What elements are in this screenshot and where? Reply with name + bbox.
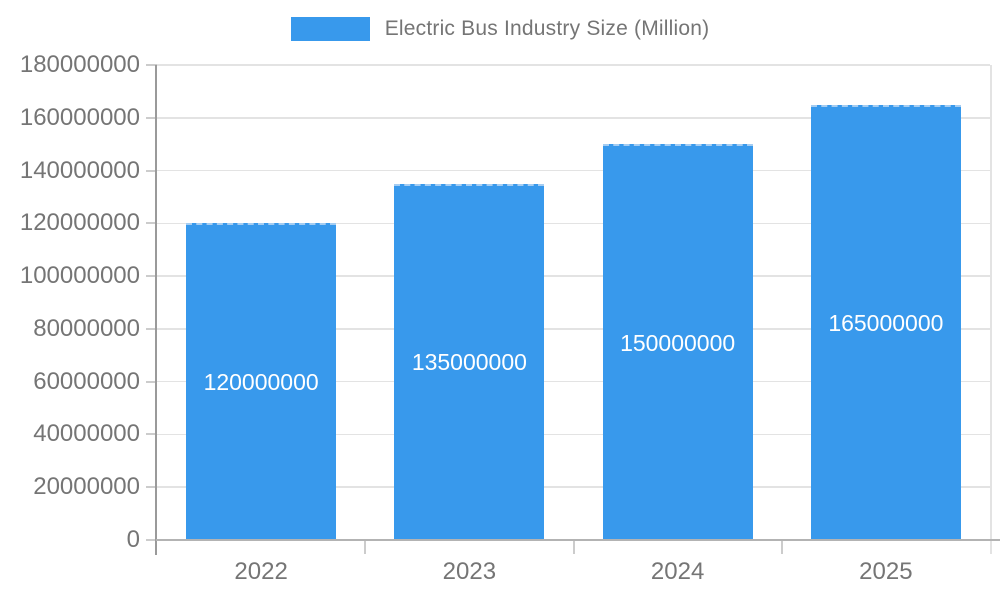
gridline [157, 117, 990, 119]
bar: 120000000 [186, 223, 337, 540]
x-axis-tick [572, 539, 575, 554]
y-axis-tick [146, 116, 157, 119]
bar-value-label: 135000000 [411, 349, 527, 376]
y-axis-tick [146, 327, 157, 330]
gridline [157, 169, 990, 172]
gridline [157, 433, 990, 436]
y-axis-tick-label: 40000000 [33, 420, 140, 448]
bar-value-label: 150000000 [620, 329, 736, 356]
gridline [157, 328, 990, 330]
y-axis-tick [146, 222, 157, 225]
bar-value-label: 165000000 [828, 309, 944, 336]
gridline [157, 380, 990, 383]
y-axis-tick-label: 120000000 [19, 209, 140, 237]
x-axis-tick [780, 539, 783, 554]
x-axis-tick [364, 539, 367, 554]
bar: 165000000 [810, 104, 961, 540]
y-axis-tick-label: 60000000 [33, 367, 140, 395]
y-axis-tick [146, 539, 157, 541]
gridline [157, 486, 990, 488]
legend-swatch [290, 17, 370, 41]
y-axis-tick [146, 380, 157, 383]
y-axis-tick-label: 20000000 [33, 473, 140, 501]
x-axis-tick-label: 2025 [859, 558, 913, 585]
x-axis-tick-label: 2022 [234, 558, 288, 585]
bar-value-label: 120000000 [203, 369, 319, 396]
plot-right-border [990, 65, 992, 554]
x-axis-tick-label: 2023 [442, 558, 497, 585]
gridline [157, 64, 990, 66]
y-axis-tick [146, 486, 157, 489]
gridline [157, 222, 990, 225]
y-axis-tick-label: 0 [126, 526, 140, 553]
y-axis-line [155, 65, 157, 555]
y-axis-tick-label: 140000000 [19, 156, 140, 184]
y-axis-tick [146, 64, 157, 66]
x-axis-tick-label: 2024 [650, 558, 705, 585]
legend-title: Electric Bus Industry Size (Million) [384, 17, 710, 40]
y-axis-tick [146, 433, 157, 436]
y-axis-tick [146, 169, 157, 172]
bar: 150000000 [602, 144, 753, 540]
y-axis-tick [146, 275, 157, 278]
y-axis-tick-label: 100000000 [19, 262, 140, 290]
bar: 135000000 [394, 183, 545, 540]
legend: Electric Bus Industry Size (Million) [0, 0, 1000, 48]
y-axis-tick-label: 80000000 [33, 314, 140, 342]
y-axis-tick-label: 180000000 [19, 51, 140, 78]
x-axis-line [156, 538, 1000, 541]
gridline [157, 275, 990, 277]
y-axis-tick-label: 160000000 [19, 103, 140, 131]
